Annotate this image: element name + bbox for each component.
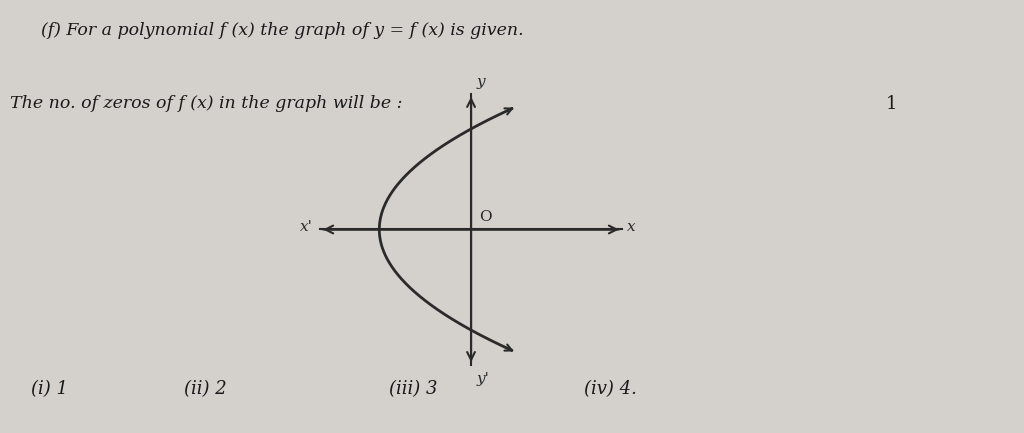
Text: (f) For a polynomial f (x) the graph of y = f (x) is given.: (f) For a polynomial f (x) the graph of … bbox=[41, 22, 523, 39]
Text: (ii) 2: (ii) 2 bbox=[184, 380, 227, 398]
Text: x: x bbox=[627, 220, 636, 233]
Text: y': y' bbox=[476, 372, 489, 386]
Text: The no. of zeros of f (x) in the graph will be :: The no. of zeros of f (x) in the graph w… bbox=[10, 95, 402, 112]
Text: (iii) 3: (iii) 3 bbox=[389, 380, 437, 398]
Text: x': x' bbox=[300, 220, 312, 233]
Text: O: O bbox=[479, 210, 493, 223]
Text: (iv) 4.: (iv) 4. bbox=[584, 380, 637, 398]
Text: y: y bbox=[476, 75, 485, 89]
Text: (i) 1: (i) 1 bbox=[31, 380, 68, 398]
Text: 1: 1 bbox=[886, 95, 897, 113]
